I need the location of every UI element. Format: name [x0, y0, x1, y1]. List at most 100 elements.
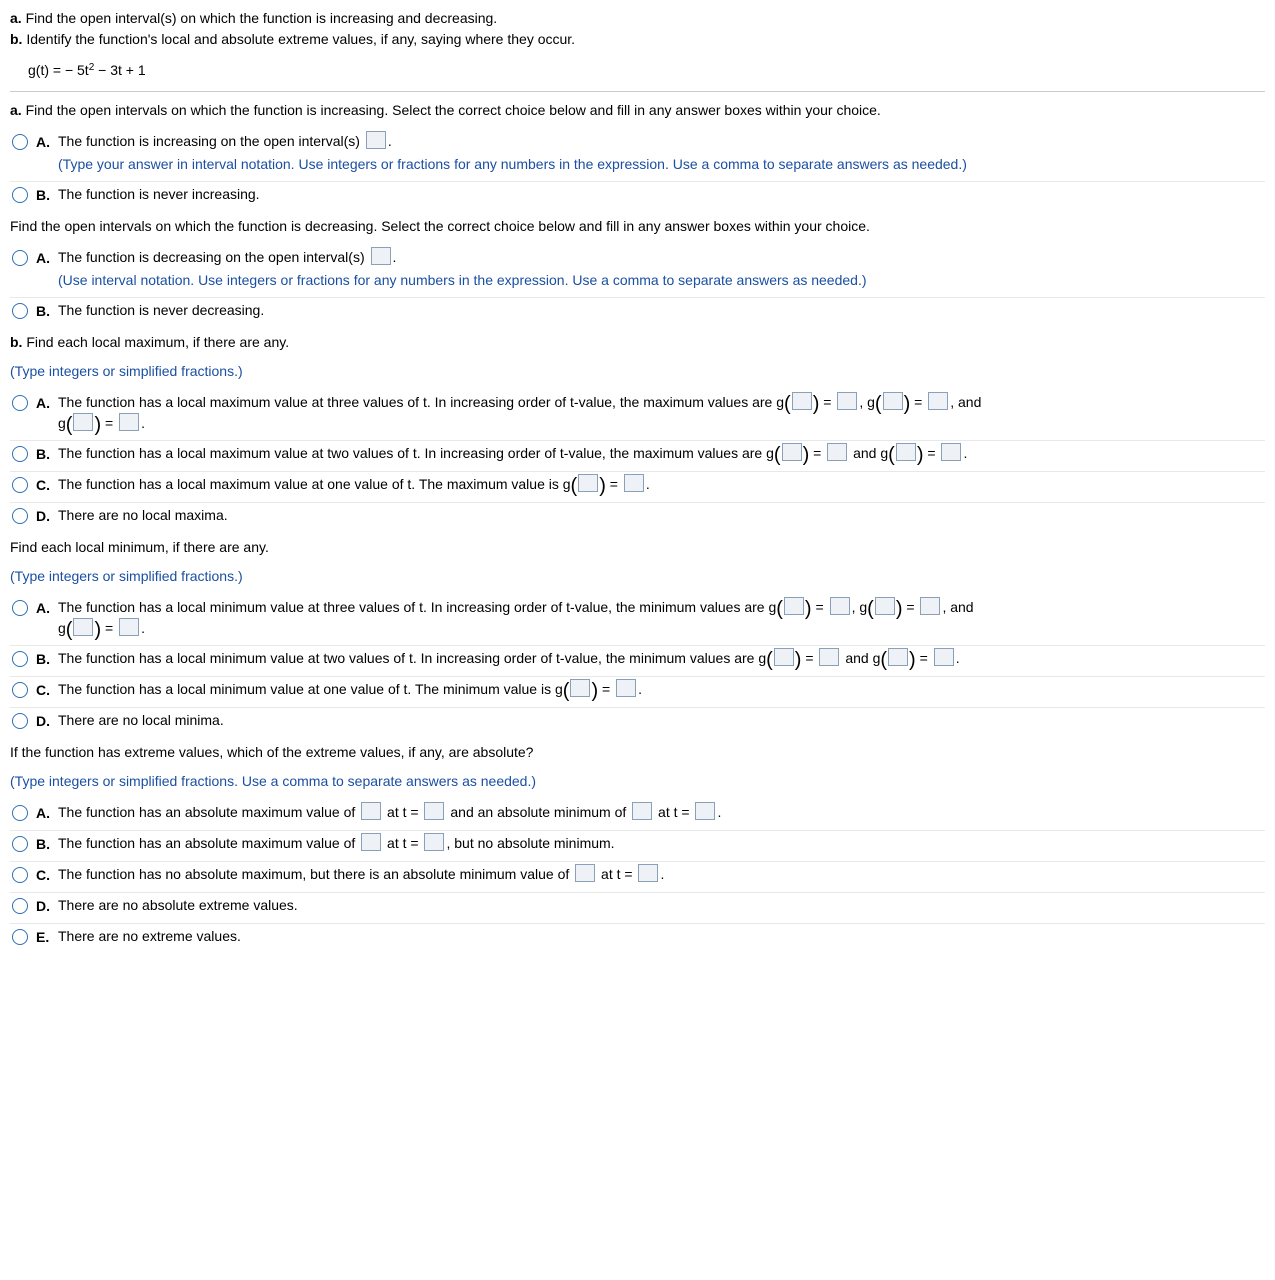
period: .: [388, 133, 392, 149]
radio-icon[interactable]: [12, 600, 28, 616]
intro-a-text: Find the open interval(s) on which the f…: [26, 10, 498, 26]
radio-icon[interactable]: [12, 898, 28, 914]
choice-text: The function is never increasing.: [58, 184, 1265, 205]
intro-a-label: a.: [10, 10, 22, 26]
eq: =: [924, 445, 940, 461]
min-choice-c[interactable]: C. The function has a local minimum valu…: [10, 676, 1265, 703]
answer-box[interactable]: [888, 648, 908, 666]
abs-choice-d[interactable]: D. There are no absolute extreme values.: [10, 892, 1265, 919]
answer-box[interactable]: [616, 679, 636, 697]
min-choice-d[interactable]: D. There are no local minima.: [10, 707, 1265, 734]
answer-box[interactable]: [73, 618, 93, 636]
abs-choice-e[interactable]: E. There are no extreme values.: [10, 923, 1265, 950]
max-choice-d[interactable]: D. There are no local maxima.: [10, 502, 1265, 529]
period: .: [638, 681, 642, 697]
paren-icon: (: [66, 414, 73, 436]
choice-letter: A.: [36, 248, 58, 269]
min-hint: (Type integers or simplified fractions.): [10, 566, 1265, 587]
answer-box[interactable]: [875, 597, 895, 615]
inc-choice-a[interactable]: A. The function is increasing on the ope…: [10, 129, 1265, 177]
answer-box[interactable]: [695, 802, 715, 820]
radio-icon[interactable]: [12, 134, 28, 150]
paren-icon: ): [917, 444, 924, 466]
radio-icon[interactable]: [12, 682, 28, 698]
abs-choice-a[interactable]: A. The function has an absolute maximum …: [10, 800, 1265, 826]
max-a-t1: The function has a local maximum value a…: [58, 394, 784, 410]
answer-box[interactable]: [896, 443, 916, 461]
choice-text: The function has a local maximum value a…: [58, 392, 1265, 434]
answer-box[interactable]: [424, 802, 444, 820]
dec-choice-a[interactable]: A. The function is decreasing on the ope…: [10, 245, 1265, 293]
radio-icon[interactable]: [12, 446, 28, 462]
answer-box[interactable]: [73, 413, 93, 431]
paren-icon: (: [766, 649, 773, 671]
answer-box[interactable]: [361, 833, 381, 851]
answer-box[interactable]: [934, 648, 954, 666]
radio-icon[interactable]: [12, 929, 28, 945]
answer-box[interactable]: [638, 864, 658, 882]
radio-icon[interactable]: [12, 713, 28, 729]
radio-icon[interactable]: [12, 867, 28, 883]
radio-icon[interactable]: [12, 395, 28, 411]
min-choice-a[interactable]: A. The function has a local minimum valu…: [10, 595, 1265, 641]
answer-box[interactable]: [624, 474, 644, 492]
period: .: [141, 415, 145, 431]
answer-box[interactable]: [837, 392, 857, 410]
radio-icon[interactable]: [12, 805, 28, 821]
answer-box[interactable]: [119, 618, 139, 636]
inc-choice-b[interactable]: B. The function is never increasing.: [10, 181, 1265, 208]
choice-letter: A.: [36, 598, 58, 619]
radio-icon[interactable]: [12, 836, 28, 852]
answer-box[interactable]: [371, 247, 391, 265]
eq: =: [902, 599, 918, 615]
answer-box[interactable]: [883, 392, 903, 410]
radio-icon[interactable]: [12, 651, 28, 667]
max-choice-a[interactable]: A. The function has a local maximum valu…: [10, 390, 1265, 436]
answer-box[interactable]: [792, 392, 812, 410]
choice-letter: B.: [36, 444, 58, 465]
answer-box[interactable]: [575, 864, 595, 882]
answer-box[interactable]: [570, 679, 590, 697]
paren-icon: (: [867, 598, 874, 620]
answer-box[interactable]: [632, 802, 652, 820]
radio-icon[interactable]: [12, 250, 28, 266]
answer-box[interactable]: [578, 474, 598, 492]
answer-box[interactable]: [830, 597, 850, 615]
radio-icon[interactable]: [12, 187, 28, 203]
eq: =: [606, 476, 622, 492]
max-choice-c[interactable]: C. The function has a local maximum valu…: [10, 471, 1265, 498]
choice-text: The function has an absolute maximum val…: [58, 833, 1265, 854]
answer-box[interactable]: [782, 443, 802, 461]
answer-box[interactable]: [366, 131, 386, 149]
answer-box[interactable]: [119, 413, 139, 431]
answer-box[interactable]: [827, 443, 847, 461]
dec-choice-b[interactable]: B. The function is never decreasing.: [10, 297, 1265, 324]
choice-letter: B.: [36, 185, 58, 206]
mid: and g: [841, 650, 880, 666]
and: , and: [950, 394, 981, 410]
answer-box[interactable]: [928, 392, 948, 410]
min-choice-b[interactable]: B. The function has a local minimum valu…: [10, 645, 1265, 672]
answer-box[interactable]: [784, 597, 804, 615]
answer-box[interactable]: [941, 443, 961, 461]
abs-choice-c[interactable]: C. The function has no absolute maximum,…: [10, 861, 1265, 888]
abs-choice-b[interactable]: B. The function has an absolute maximum …: [10, 830, 1265, 857]
answer-box[interactable]: [819, 648, 839, 666]
radio-icon[interactable]: [12, 303, 28, 319]
eq: =: [801, 650, 817, 666]
choice-letter: B.: [36, 301, 58, 322]
choice-letter: C.: [36, 680, 58, 701]
answer-box[interactable]: [424, 833, 444, 851]
radio-icon[interactable]: [12, 508, 28, 524]
p2: at t =: [597, 866, 636, 882]
choice-letter: A.: [36, 132, 58, 153]
period: .: [141, 620, 145, 636]
choice-letter: E.: [36, 927, 58, 948]
p3: and an absolute minimum of: [446, 804, 630, 820]
answer-box[interactable]: [774, 648, 794, 666]
choice-text: The function has a local minimum value a…: [58, 648, 1265, 669]
answer-box[interactable]: [361, 802, 381, 820]
max-choice-b[interactable]: B. The function has a local maximum valu…: [10, 440, 1265, 467]
radio-icon[interactable]: [12, 477, 28, 493]
answer-box[interactable]: [920, 597, 940, 615]
